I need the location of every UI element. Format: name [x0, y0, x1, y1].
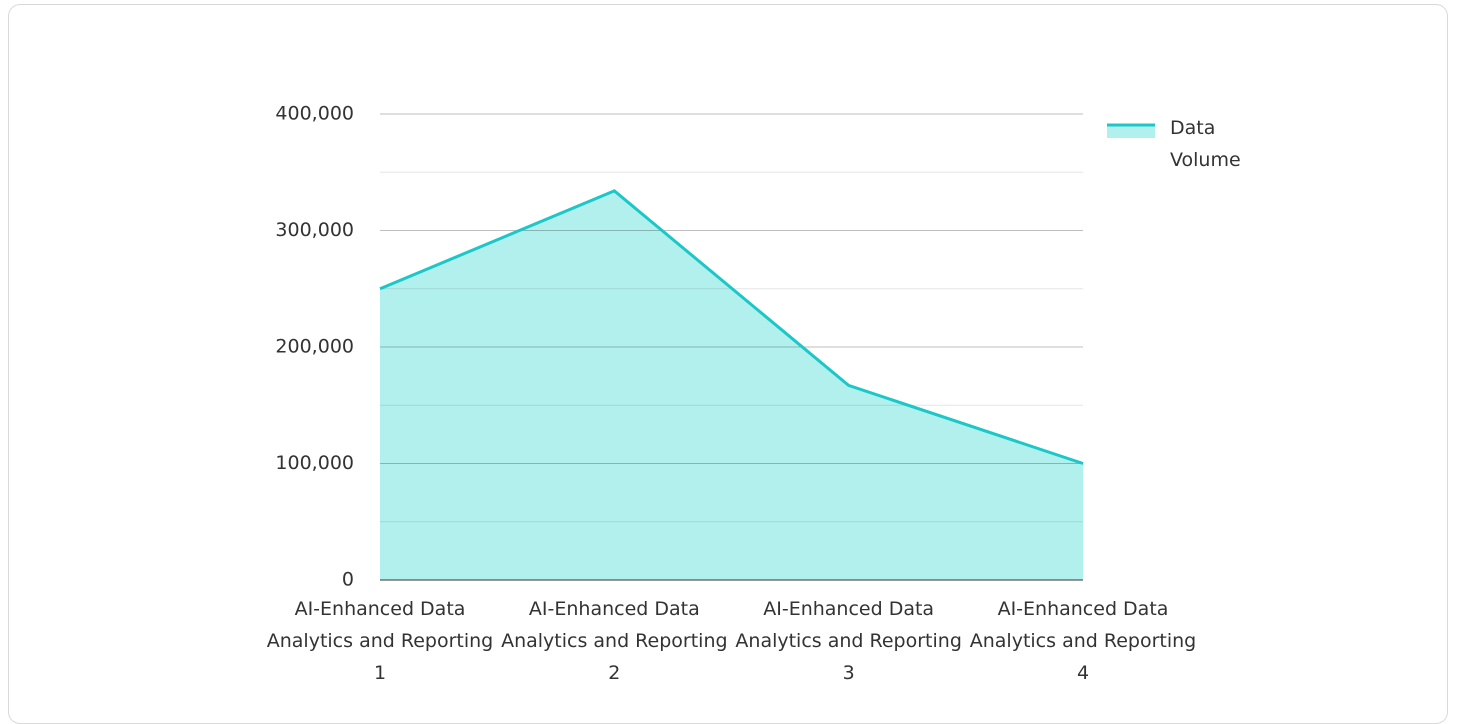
y-tick-label: 400,000 [275, 103, 354, 125]
x-tick-label: AI-Enhanced Data Analytics and Reporting… [266, 598, 494, 684]
y-tick-label: 300,000 [275, 219, 354, 241]
y-tick-label: 0 [342, 569, 354, 591]
area [380, 190, 1083, 580]
x-tick-label: AI-Enhanced Data Analytics and Reporting… [735, 598, 962, 684]
x-tick-label: AI-Enhanced Data Analytics and Reporting… [969, 598, 1197, 684]
chart: 0 100,000 200,000 300,000 400,000 [275, 103, 1155, 591]
legend-swatch [1107, 124, 1155, 138]
legend-label: Data Volume [1170, 117, 1241, 171]
x-tick-label: AI-Enhanced Data Analytics and Reporting… [501, 598, 728, 684]
line [379, 189, 1084, 465]
y-tick-label: 200,000 [275, 336, 354, 358]
y-tick-label: 100,000 [275, 452, 354, 474]
